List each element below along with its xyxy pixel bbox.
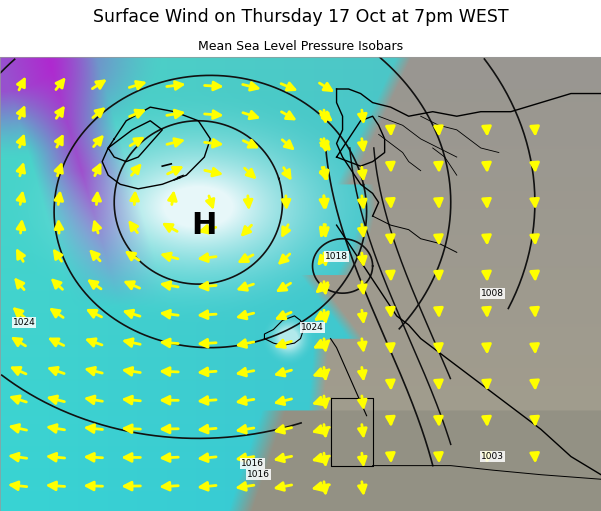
Text: Mean Sea Level Pressure Isobars: Mean Sea Level Pressure Isobars	[198, 40, 403, 54]
Text: 1016: 1016	[241, 459, 264, 468]
Text: Surface Wind on Thursday 17 Oct at 7pm WEST: Surface Wind on Thursday 17 Oct at 7pm W…	[93, 8, 508, 26]
Text: 1018: 1018	[325, 252, 348, 262]
Text: H: H	[192, 211, 217, 240]
Text: 1016: 1016	[247, 470, 270, 479]
Text: 1003: 1003	[481, 452, 504, 461]
Text: 1008: 1008	[481, 289, 504, 298]
Text: 1024: 1024	[301, 323, 324, 332]
Text: 1024: 1024	[13, 318, 35, 327]
